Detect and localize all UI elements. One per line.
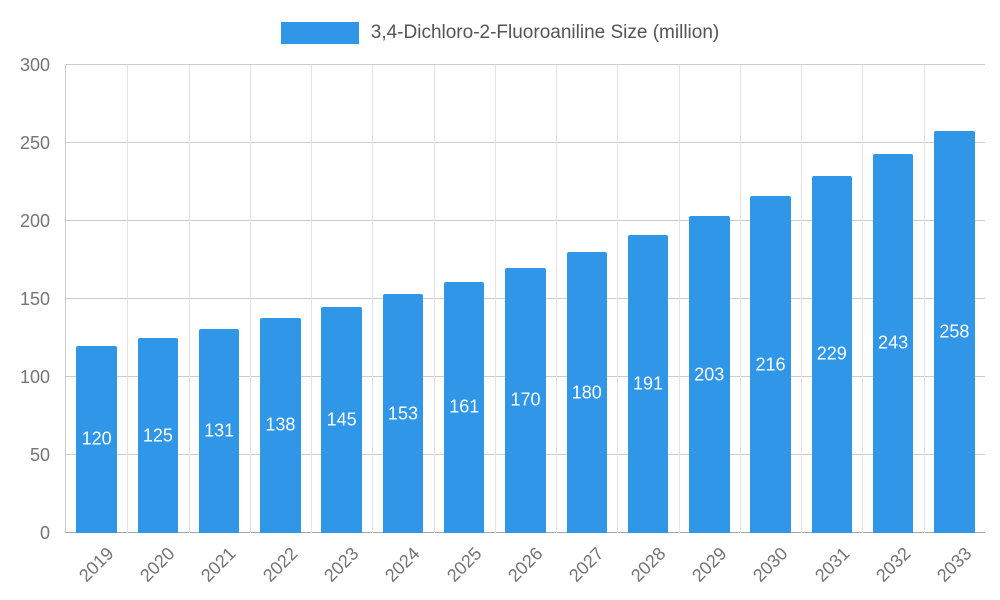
y-tick-label: 100 xyxy=(19,367,50,388)
x-tick-label: 2019 xyxy=(74,543,118,586)
x-tick-label: 2020 xyxy=(135,543,179,586)
bars-group: 120 125 131 138 145 153 161 170 180 191 203 216 229 2… xyxy=(66,65,985,533)
bar-band: 203 xyxy=(679,65,740,533)
bar-band: 138 xyxy=(250,65,311,533)
bar-value-label: 138 xyxy=(265,414,296,435)
bar-2022[interactable]: 138 xyxy=(260,317,301,533)
x-axis: 2019 2020 2021 2022 2023 2024 2025 2026 2027 2028… xyxy=(65,538,985,600)
bar-value-label: 216 xyxy=(755,354,786,375)
x-tick-label: 2024 xyxy=(381,543,424,586)
vertical-gridline xyxy=(494,65,496,533)
vertical-gridline xyxy=(678,65,680,533)
y-tick-label: 0 xyxy=(39,523,50,543)
bar-2026[interactable]: 170 xyxy=(505,267,546,533)
bar-band: 161 xyxy=(434,65,495,533)
plot-area: 120 125 131 138 145 153 161 170 180 191 203 216 229 2… xyxy=(65,64,985,533)
vertical-gridline xyxy=(433,65,435,533)
bar-band: 120 xyxy=(66,65,127,533)
x-tick-label: 2026 xyxy=(503,543,547,586)
bar-2027[interactable]: 180 xyxy=(566,252,607,533)
bar-value-label: 229 xyxy=(816,343,847,364)
y-tick-label: 250 xyxy=(19,133,50,153)
gridline xyxy=(66,142,985,143)
x-tick-label: 2023 xyxy=(319,543,363,586)
gridline xyxy=(66,220,985,222)
legend-swatch xyxy=(280,22,359,44)
bar-value-label: 203 xyxy=(694,364,725,385)
y-tick-label: 50 xyxy=(29,445,50,466)
bar-band: 145 xyxy=(311,65,372,533)
bar-2033[interactable]: 258 xyxy=(934,130,975,533)
legend-label: 3,4-Dichloro-2-Fluoroaniline Size (milli… xyxy=(370,22,720,43)
bar-band: 243 xyxy=(862,65,923,533)
bar-value-label: 125 xyxy=(142,425,173,445)
vertical-gridline xyxy=(617,65,619,533)
bar-2021[interactable]: 131 xyxy=(198,328,240,533)
bar-2028[interactable]: 191 xyxy=(627,235,669,533)
vertical-gridline xyxy=(739,65,741,533)
bar-value-label: 243 xyxy=(878,332,909,353)
x-tick-label: 2029 xyxy=(687,543,731,586)
bar-2019[interactable]: 120 xyxy=(76,345,117,533)
x-tick-label: 2033 xyxy=(933,543,976,586)
vertical-gridline xyxy=(923,65,925,533)
bar-value-label: 153 xyxy=(387,403,418,424)
vertical-gridline xyxy=(311,65,313,533)
vertical-gridline xyxy=(372,65,374,533)
x-tick-label: 2031 xyxy=(810,543,854,586)
bar-band: 216 xyxy=(740,65,801,533)
x-tick-label: 2028 xyxy=(626,543,670,586)
bar-band: 258 xyxy=(924,65,985,533)
gridline xyxy=(66,64,985,65)
bar-band: 180 xyxy=(556,65,617,533)
bar-value-label: 180 xyxy=(571,382,602,403)
bar-2020[interactable]: 125 xyxy=(137,338,179,533)
vertical-gridline xyxy=(556,65,558,533)
chart-legend: 3,4-Dichloro-2-Fluoroaniline Size (milli… xyxy=(0,20,1000,46)
bar-value-label: 258 xyxy=(939,321,970,342)
x-tick-label: 2027 xyxy=(565,543,608,586)
x-tick-label: 2030 xyxy=(749,543,792,586)
bar-value-label: 120 xyxy=(81,428,112,449)
y-axis: 0 50 100 150 200 250 300 xyxy=(0,56,65,542)
bar-2030[interactable]: 216 xyxy=(750,196,791,533)
vertical-gridline xyxy=(188,65,190,533)
x-tick-label: 2025 xyxy=(442,543,486,586)
bar-band: 131 xyxy=(189,65,250,533)
bar-value-label: 170 xyxy=(510,389,541,410)
vertical-gridline xyxy=(801,65,803,533)
bar-value-label: 145 xyxy=(326,409,357,430)
vertical-gridline xyxy=(862,65,864,533)
bar-2025[interactable]: 161 xyxy=(444,281,485,533)
bar-2023[interactable]: 145 xyxy=(321,306,362,533)
bar-band: 153 xyxy=(372,65,433,533)
bar-2029[interactable]: 203 xyxy=(689,216,730,533)
bar-2032[interactable]: 243 xyxy=(872,153,914,533)
x-tick-label: 2022 xyxy=(258,543,302,586)
y-tick-label: 300 xyxy=(19,55,50,75)
y-tick-label: 200 xyxy=(19,211,50,232)
y-tick-label: 150 xyxy=(19,289,50,309)
bar-band: 191 xyxy=(617,65,678,533)
x-tick-label: 2021 xyxy=(197,543,240,586)
bar-band: 125 xyxy=(127,65,188,533)
bar-value-label: 131 xyxy=(204,420,235,441)
bar-2031[interactable]: 229 xyxy=(811,175,853,533)
vertical-gridline xyxy=(249,65,251,533)
bar-band: 170 xyxy=(495,65,556,533)
bar-band: 229 xyxy=(801,65,862,533)
x-tick-label: 2032 xyxy=(871,543,915,586)
vertical-gridline xyxy=(127,65,129,533)
bar-2024[interactable]: 153 xyxy=(382,294,424,533)
bar-value-label: 161 xyxy=(449,396,480,417)
bar-value-label: 191 xyxy=(632,373,664,394)
